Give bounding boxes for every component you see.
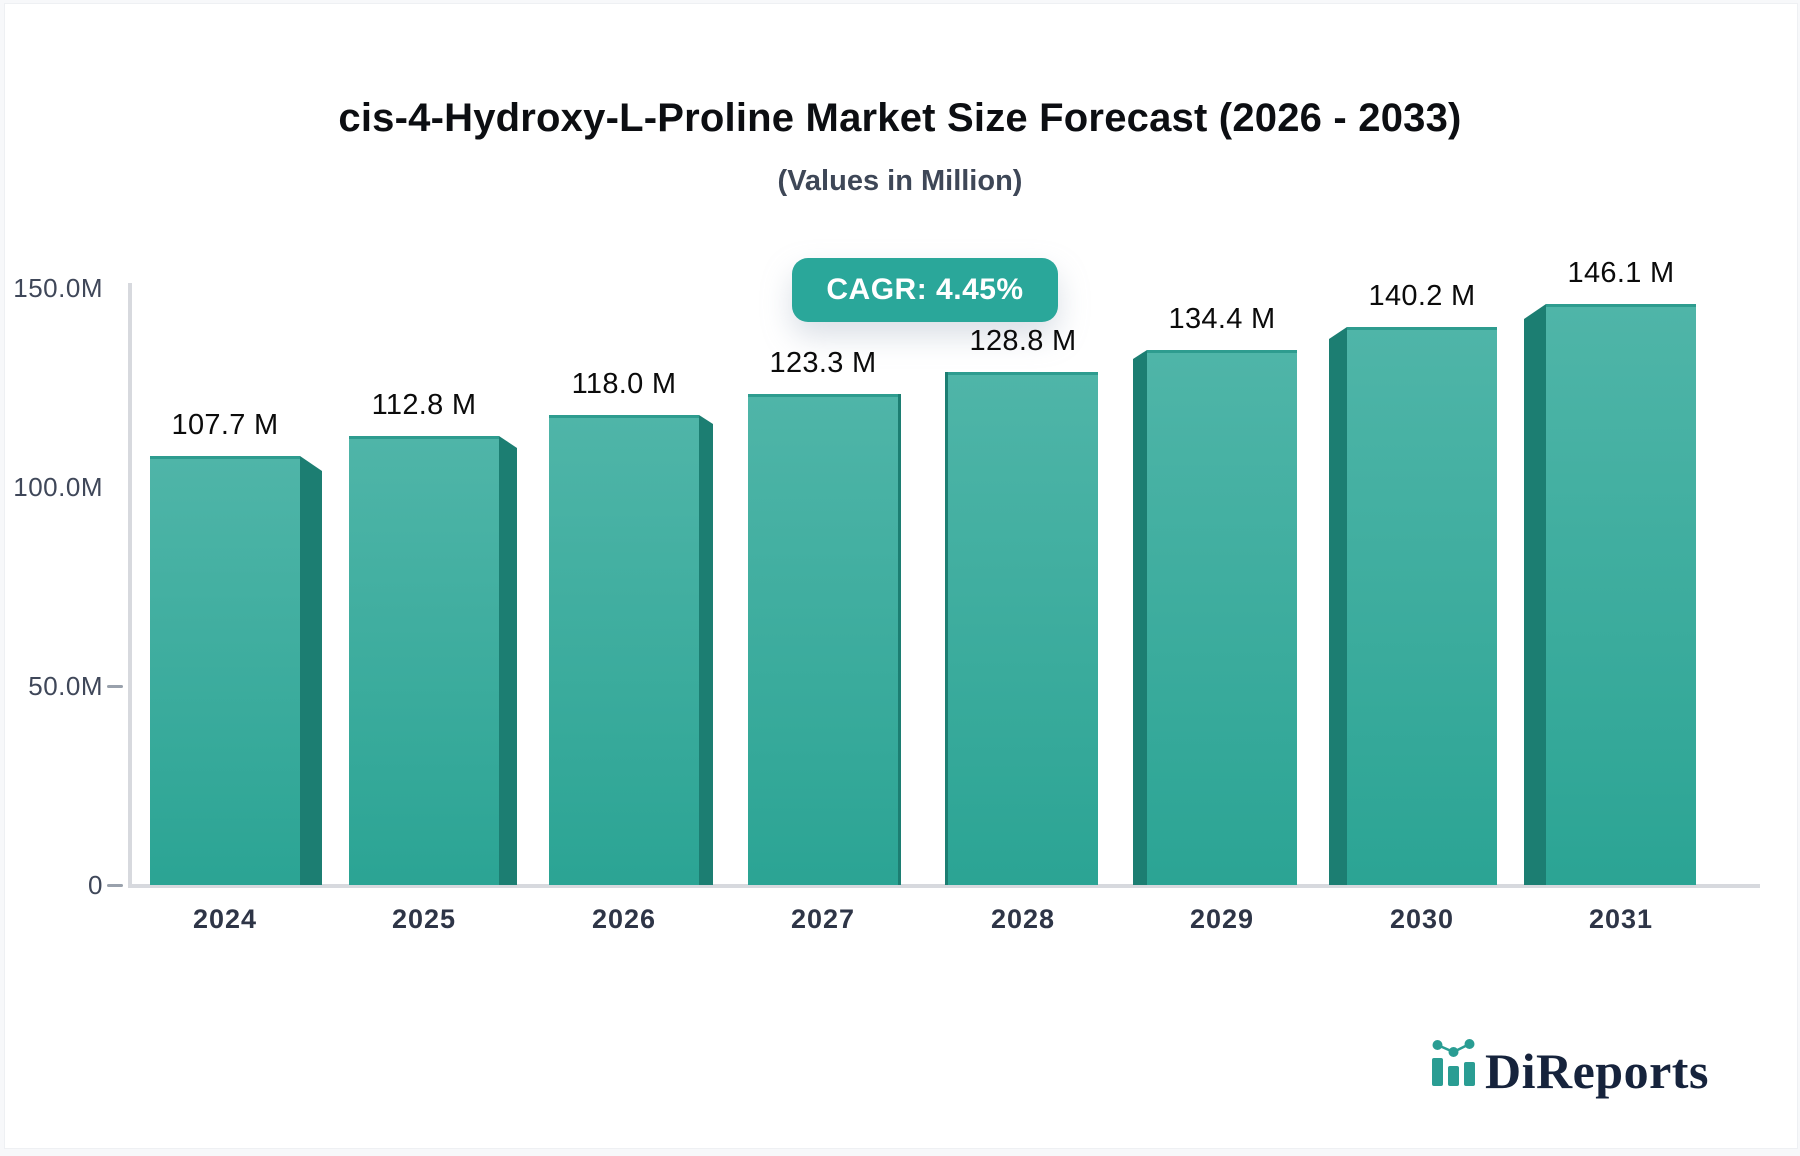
bar-value-label: 123.3 M <box>769 347 877 379</box>
bar-value-label: 128.8 M <box>969 325 1077 357</box>
bar <box>349 436 499 885</box>
x-axis-category-label: 2030 <box>1389 904 1455 934</box>
x-axis-category-label: 2029 <box>1189 904 1255 934</box>
bar <box>150 456 300 885</box>
bar <box>1347 327 1497 885</box>
y-axis-tick-mark <box>107 884 123 887</box>
y-axis-tick-label: 50.0M <box>28 671 103 701</box>
bar <box>948 372 1098 885</box>
mini-bar-line-chart-icon <box>1432 1039 1475 1086</box>
x-axis-category-label: 2031 <box>1588 904 1654 934</box>
y-axis-tick-mark <box>107 685 123 688</box>
bar-value-label: 146.1 M <box>1567 257 1675 289</box>
cagr-badge: CAGR: 4.45% <box>792 258 1058 322</box>
x-axis-line <box>128 884 1760 888</box>
bar <box>1546 304 1696 885</box>
x-axis-category-label: 2028 <box>990 904 1056 934</box>
bar-side-face <box>499 436 517 885</box>
chart-subtitle: (Values in Million) <box>777 165 1023 197</box>
bar-side-face <box>1329 327 1347 885</box>
brand-logo: DiReports <box>1430 1030 1709 1100</box>
bar-side-face <box>898 394 901 885</box>
bar-side-face <box>300 456 322 885</box>
y-axis-tick-label: 0 <box>88 870 103 900</box>
x-axis-category-label: 2024 <box>192 904 258 934</box>
bar-side-face <box>699 415 713 885</box>
bar-value-label: 140.2 M <box>1368 280 1476 312</box>
y-axis-tick-label: 100.0M <box>13 472 103 502</box>
bar-side-face <box>945 372 948 885</box>
bar-value-label: 107.7 M <box>171 409 279 441</box>
x-axis-category-label: 2027 <box>790 904 856 934</box>
chart-title: cis-4-Hydroxy-L-Proline Market Size Fore… <box>338 96 1462 140</box>
brand-logo-text: DiReports <box>1485 1043 1709 1099</box>
y-axis-line <box>128 283 132 888</box>
bar <box>549 415 699 885</box>
x-axis-category-label: 2026 <box>591 904 657 934</box>
bar-value-label: 112.8 M <box>371 389 477 421</box>
x-axis-category-label: 2025 <box>391 904 457 934</box>
bar-side-face <box>1524 304 1546 885</box>
bar <box>1147 350 1297 885</box>
bar-value-label: 118.0 M <box>571 368 677 400</box>
bar-value-label: 134.4 M <box>1168 303 1276 335</box>
bar-side-face <box>1133 350 1147 885</box>
y-axis-tick-label: 150.0M <box>13 273 103 303</box>
cagr-badge-label: CAGR: 4.45% <box>826 273 1024 306</box>
bar <box>748 394 898 885</box>
